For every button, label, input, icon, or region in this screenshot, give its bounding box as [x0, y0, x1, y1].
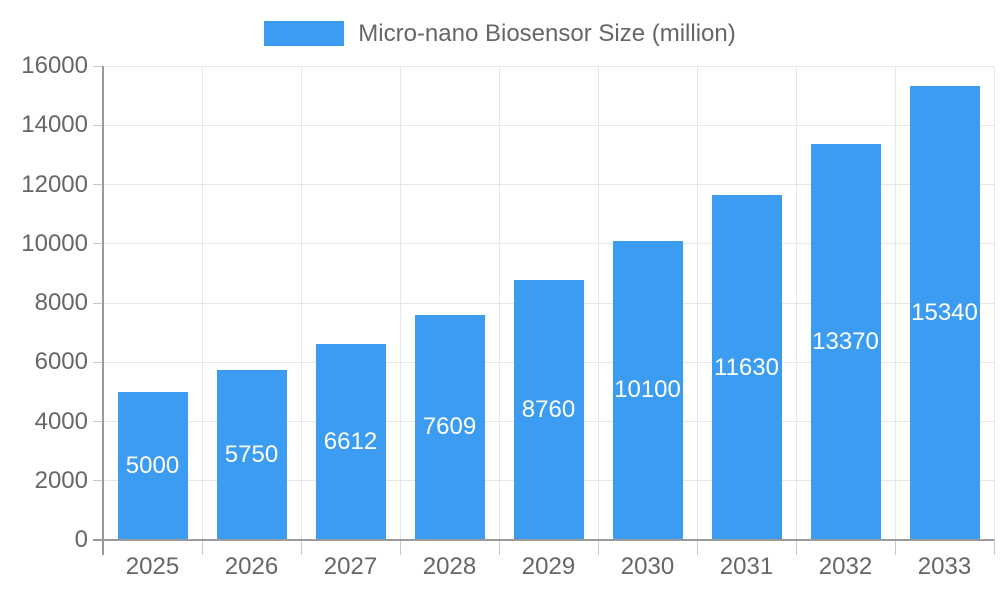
- x-gridline: [597, 66, 599, 540]
- y-axis-line: [102, 66, 104, 555]
- y-axis-label: 8000: [34, 289, 88, 316]
- y-axis-tick: [93, 361, 103, 363]
- x-axis-tick: [696, 540, 698, 555]
- x-axis-tick: [399, 540, 401, 555]
- bar-2032: [810, 143, 881, 540]
- x-axis-tick: [894, 540, 896, 555]
- bar-2033: [909, 85, 980, 540]
- bar-2031: [711, 195, 782, 540]
- bar-2027: [315, 344, 386, 540]
- x-axis-label: 2027: [323, 553, 378, 580]
- x-gridline: [201, 66, 203, 540]
- x-gridline: [696, 66, 698, 540]
- y-gridline: [103, 243, 994, 245]
- y-gridline: [103, 184, 994, 185]
- x-axis-tick: [498, 540, 500, 555]
- x-axis-label: 2030: [620, 553, 675, 580]
- x-axis-label: 2032: [818, 553, 873, 580]
- bar-value-label: 15340: [911, 298, 978, 326]
- bar-value-label: 7609: [422, 413, 477, 441]
- y-gridline: [103, 124, 994, 126]
- y-axis-label: 2000: [34, 466, 88, 494]
- x-gridline: [894, 66, 896, 540]
- bar-value-label: 8760: [521, 396, 576, 424]
- bar-value-label: 11630: [714, 353, 779, 381]
- bar-2030: [612, 240, 683, 540]
- x-axis-label: 2025: [125, 553, 180, 580]
- bar-2025: [117, 391, 188, 540]
- y-axis-tick: [93, 480, 103, 482]
- bar-2026: [216, 369, 287, 540]
- bar-value-label: 10100: [614, 376, 681, 404]
- chart-legend: Micro-nano Biosensor Size (million): [0, 18, 1000, 48]
- y-axis-tick: [93, 243, 103, 245]
- bar-value-label: 13370: [812, 327, 879, 355]
- bar-2028: [414, 314, 485, 540]
- y-axis-label: 14000: [21, 111, 88, 139]
- x-axis-tick: [300, 540, 302, 555]
- x-axis-label: 2026: [224, 553, 279, 580]
- y-axis-label: 16000: [21, 52, 88, 79]
- y-axis-tick: [93, 302, 103, 304]
- x-axis-tick: [993, 540, 995, 555]
- y-axis-label: 12000: [21, 170, 88, 198]
- bar-value-label: 6612: [323, 428, 378, 456]
- y-axis-tick: [93, 184, 103, 185]
- y-axis-label: 10000: [21, 229, 88, 257]
- legend-color-swatch: [264, 20, 345, 46]
- y-axis-tick: [93, 65, 103, 67]
- y-axis-label: 4000: [34, 407, 88, 435]
- bar-value-label: 5750: [224, 440, 279, 468]
- y-axis-label: 6000: [34, 348, 88, 376]
- x-axis-tick: [795, 540, 797, 555]
- x-gridline: [498, 66, 500, 540]
- legend-label: Micro-nano Biosensor Size (million): [358, 19, 736, 47]
- bar-2029: [513, 280, 584, 540]
- x-axis-tick: [597, 540, 599, 555]
- bar-value-label: 5000: [125, 451, 180, 479]
- y-gridline: [103, 65, 994, 67]
- x-gridline: [993, 66, 995, 540]
- x-axis-label: 2031: [719, 553, 774, 580]
- x-axis-tick: [201, 540, 203, 555]
- x-axis-label: 2029: [521, 553, 576, 580]
- legend-item[interactable]: Micro-nano Biosensor Size (million): [264, 19, 736, 47]
- x-axis-label: 2028: [422, 553, 477, 580]
- x-gridline: [795, 66, 797, 540]
- x-axis-label: 2033: [917, 553, 972, 580]
- y-axis-label: 0: [74, 526, 88, 553]
- x-axis-line: [93, 539, 994, 541]
- x-gridline: [399, 66, 401, 540]
- x-gridline: [300, 66, 302, 540]
- y-axis-tick: [93, 421, 103, 422]
- y-axis-tick: [93, 124, 103, 126]
